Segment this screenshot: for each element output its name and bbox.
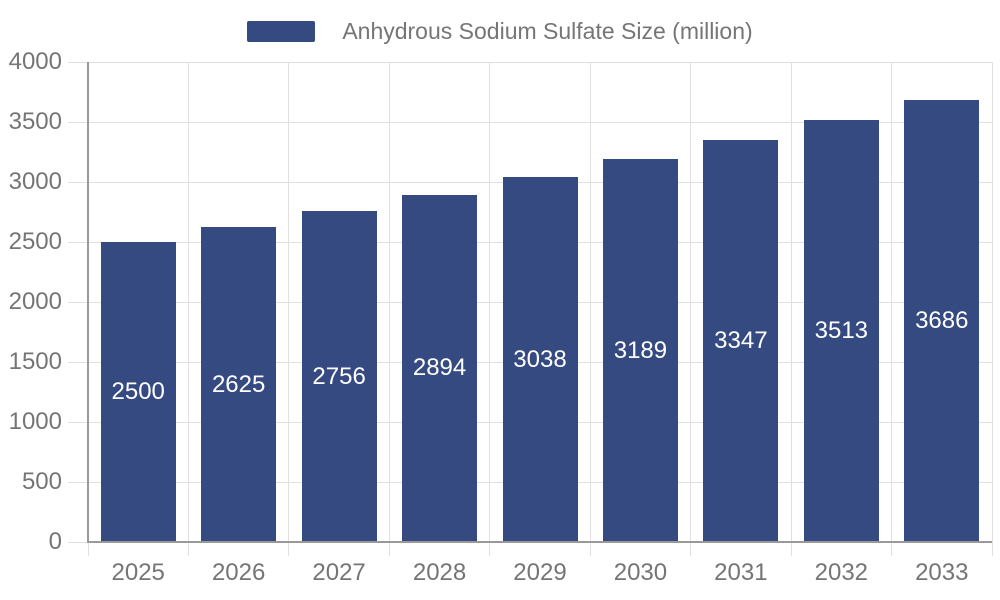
x-gridline xyxy=(690,62,692,556)
bar-value-label: 2500 xyxy=(111,378,165,405)
bar-value-label: 2894 xyxy=(412,354,467,382)
bar[interactable] xyxy=(904,99,980,542)
y-tick-label: 2000 xyxy=(8,288,62,315)
bar-value-label: 3038 xyxy=(513,345,567,373)
x-tick-label: 2026 xyxy=(211,559,266,586)
x-gridline xyxy=(891,62,893,556)
x-tick-label: 2030 xyxy=(613,559,668,586)
bar[interactable] xyxy=(803,120,879,542)
x-tick-label: 2029 xyxy=(513,559,567,586)
x-tick-label: 2028 xyxy=(412,559,467,586)
legend-label: Anhydrous Sodium Sulfate Size (million) xyxy=(342,18,753,44)
x-gridline xyxy=(388,62,390,556)
y-tick-label: 0 xyxy=(48,528,62,555)
bar[interactable] xyxy=(301,211,377,542)
legend-item[interactable]: Anhydrous Sodium Sulfate Size (million) xyxy=(0,18,1000,44)
bar[interactable] xyxy=(402,194,478,542)
y-tick-label: 3500 xyxy=(8,108,62,135)
bar[interactable] xyxy=(703,140,779,542)
x-gridline xyxy=(991,62,993,556)
y-gridline xyxy=(68,61,992,63)
x-gridline xyxy=(187,62,189,556)
bar[interactable] xyxy=(602,159,678,542)
bar[interactable] xyxy=(502,177,578,542)
x-axis-line xyxy=(87,541,992,543)
y-gridline xyxy=(68,121,992,123)
y-tick-label: 2500 xyxy=(8,228,62,255)
y-tick-label: 3000 xyxy=(8,168,62,195)
x-gridline xyxy=(288,62,290,556)
x-tick-label: 2025 xyxy=(111,559,165,586)
x-gridline xyxy=(790,62,792,556)
x-tick-label: 2033 xyxy=(915,559,969,586)
bar-value-label: 2756 xyxy=(312,362,366,390)
y-tick-label: 1500 xyxy=(8,348,62,375)
bar[interactable] xyxy=(201,227,277,542)
x-tick-label: 2032 xyxy=(814,559,869,586)
bar-value-label: 3513 xyxy=(814,317,869,345)
x-tick-label: 2027 xyxy=(312,559,366,586)
y-tick-label: 500 xyxy=(21,468,62,495)
y-tick-label: 1000 xyxy=(8,408,62,435)
legend-swatch-icon xyxy=(247,20,316,42)
bar[interactable] xyxy=(100,242,176,542)
y-tick-label: 4000 xyxy=(8,48,62,75)
x-gridline xyxy=(589,62,591,556)
bar-value-label: 3686 xyxy=(915,306,969,334)
bar-value-label: 3347 xyxy=(714,327,768,355)
x-gridline xyxy=(489,62,491,556)
bar-value-label: 3189 xyxy=(613,336,668,364)
x-tick-label: 2031 xyxy=(714,559,768,586)
y-axis-line xyxy=(87,62,89,542)
bar-value-label: 2625 xyxy=(211,370,266,398)
